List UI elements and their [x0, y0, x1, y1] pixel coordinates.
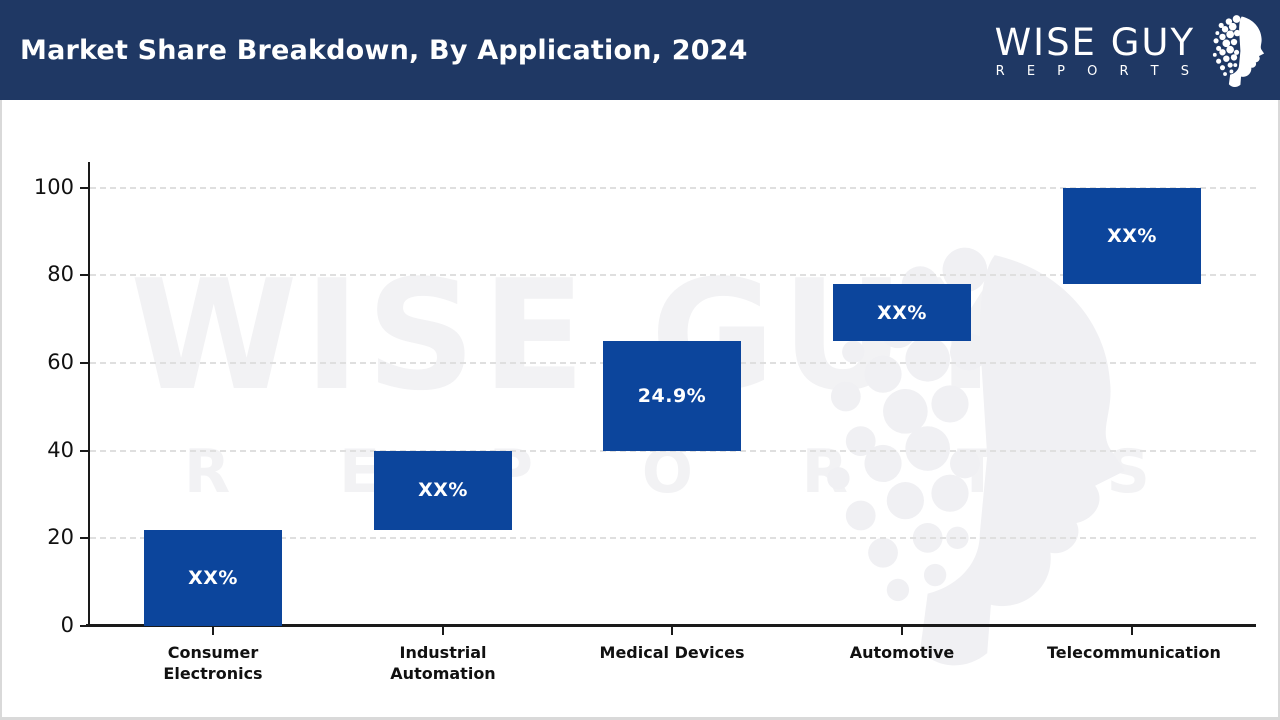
y-tick-label-40: 40 — [47, 437, 74, 462]
gridline-100 — [90, 186, 1256, 189]
y-tick-mark-40 — [80, 449, 88, 452]
category-label-consumer-electronics: Consumer Electronics — [163, 643, 263, 683]
gridline-80 — [90, 274, 1256, 277]
y-tick-label-60: 60 — [47, 349, 74, 374]
x-tick-mark-2 — [671, 627, 673, 635]
y-tick-mark-60 — [80, 361, 88, 364]
bar-consumer-electronics: XX% — [144, 529, 282, 626]
bar-value-label: XX% — [418, 479, 468, 502]
x-tick-mark-4 — [1131, 627, 1133, 635]
y-tick-label-80: 80 — [47, 262, 74, 287]
y-tick-label-20: 20 — [47, 525, 74, 550]
bar-value-label: XX% — [877, 301, 927, 324]
category-label-automotive: Automotive — [849, 643, 955, 662]
bar-value-label: XX% — [1107, 224, 1157, 247]
bar-industrial-automation: XX% — [374, 450, 512, 530]
category-label-medical-devices: Medical Devices — [599, 643, 745, 662]
y-axis-line — [88, 162, 90, 626]
y-tick-label-0: 0 — [60, 613, 74, 637]
page-title: Market Share Breakdown, By Application, … — [20, 34, 748, 66]
chart-area: WISE GUY R E P O R T S 0 20 40 60 80 100 XX% XX… — [2, 100, 1278, 717]
x-tick-mark-0 — [212, 627, 214, 635]
bar-value-label: 24.9% — [637, 384, 707, 407]
brand-logo: WISE GUY R E P O R T S — [992, 11, 1266, 91]
category-label-telecommunication: Telecommunication — [1047, 643, 1221, 662]
y-tick-mark-20 — [80, 537, 88, 540]
brand-subtitle-text: R E P O R T S — [995, 63, 1198, 79]
x-tick-mark-1 — [442, 627, 444, 635]
brand-head-icon — [1202, 11, 1266, 91]
gridline-40 — [90, 449, 1256, 452]
brand-wordmark: WISE GUY R E P O R T S — [992, 24, 1198, 79]
header: Market Share Breakdown, By Application, … — [0, 0, 1280, 100]
y-tick-mark-0 — [80, 625, 88, 627]
bar-medical-devices: 24.9% — [603, 341, 741, 451]
bar-telecommunication: XX% — [1063, 187, 1201, 284]
category-label-industrial-automation: Industrial Automation — [390, 643, 496, 683]
gridline-20 — [90, 537, 1256, 540]
y-tick-mark-80 — [80, 274, 88, 277]
y-tick-mark-100 — [80, 186, 88, 189]
bar-automotive: XX% — [833, 283, 971, 342]
bar-value-label: XX% — [188, 566, 238, 589]
x-axis-line — [86, 624, 1256, 627]
brand-name-text: WISE GUY — [994, 20, 1196, 64]
y-tick-label-100: 100 — [33, 174, 74, 199]
x-tick-mark-3 — [901, 627, 903, 635]
